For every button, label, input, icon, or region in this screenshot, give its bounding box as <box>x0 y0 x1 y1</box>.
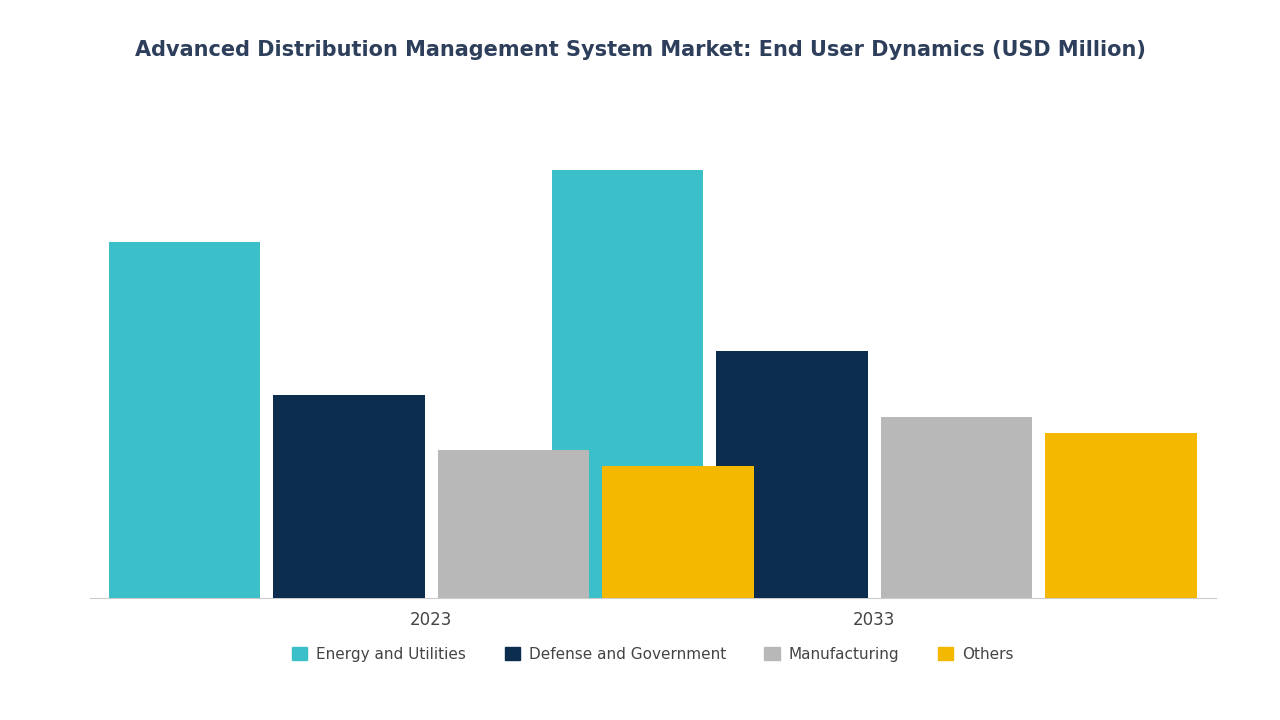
Bar <box>109 241 260 598</box>
Bar <box>603 466 754 598</box>
Bar <box>881 417 1032 598</box>
Legend: Energy and Utilities, Defense and Government, Manufacturing, Others: Energy and Utilities, Defense and Govern… <box>285 641 1020 668</box>
Bar <box>438 450 589 598</box>
Bar <box>274 395 425 598</box>
Text: Advanced Distribution Management System Market: End User Dynamics (USD Million): Advanced Distribution Management System … <box>134 40 1146 60</box>
Bar <box>552 171 703 598</box>
Bar <box>1046 433 1197 598</box>
Bar <box>717 351 868 598</box>
